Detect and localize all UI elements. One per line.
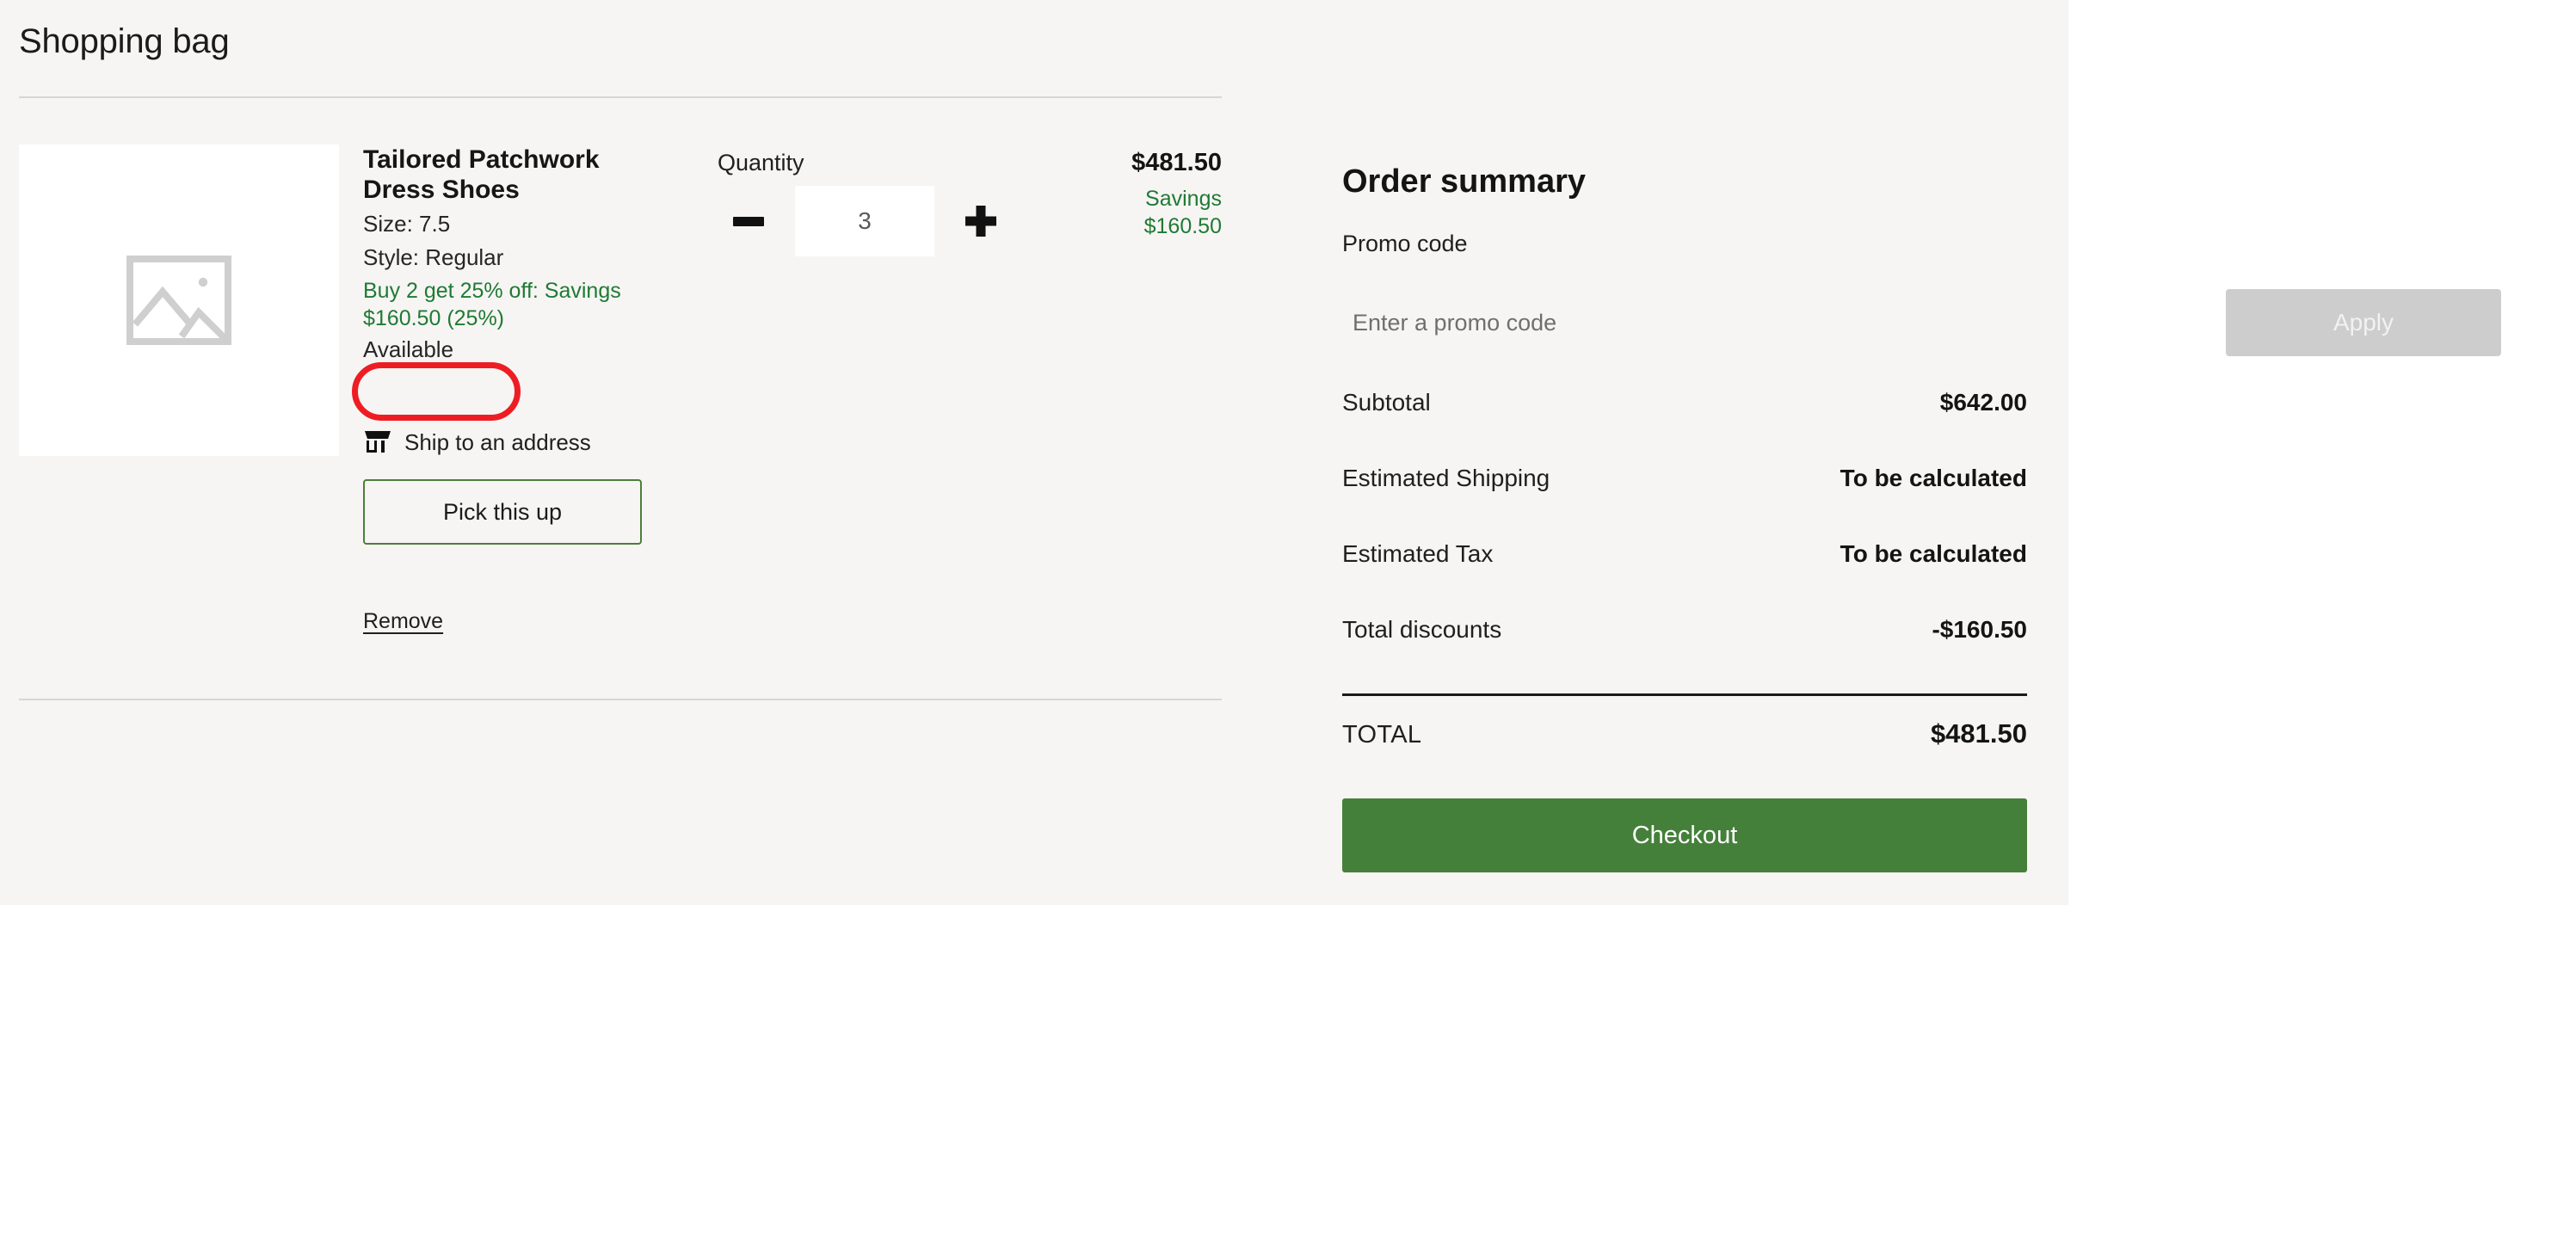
- summary-label: Total discounts: [1342, 616, 1502, 643]
- product-promotion: Buy 2 get 25% off: Savings $160.50 (25%): [363, 278, 621, 331]
- summary-row-tax: Estimated Tax To be calculated: [1342, 540, 2027, 616]
- apply-promo-button[interactable]: Apply: [2226, 289, 2501, 356]
- quantity-decrement-button[interactable]: [718, 190, 780, 252]
- remove-item-link[interactable]: Remove: [363, 609, 444, 633]
- line-savings-amount: $160.50: [1143, 213, 1222, 238]
- promo-code-input[interactable]: [1342, 289, 1738, 356]
- quantity-input[interactable]: [795, 186, 934, 256]
- image-placeholder-icon: [126, 256, 231, 345]
- item-divider: [19, 699, 1222, 700]
- pick-this-up-button[interactable]: Pick this up: [363, 479, 642, 545]
- line-total-price: $481.50: [1131, 149, 1222, 176]
- product-image[interactable]: [19, 145, 339, 456]
- annotation-highlight-available: [352, 362, 521, 421]
- summary-value: -$160.50: [1932, 616, 2027, 643]
- page-title: Shopping bag: [19, 22, 230, 60]
- quantity-label: Quantity: [718, 150, 804, 176]
- product-size: Size: 7.5: [363, 210, 451, 237]
- line-savings-label: Savings: [1145, 186, 1222, 211]
- order-summary-title: Order summary: [1342, 163, 1587, 200]
- shopping-bag-section: Shopping bag Tailored Patchwork Dress Sh…: [0, 0, 1239, 905]
- header-divider: [19, 96, 1222, 98]
- summary-label: Estimated Tax: [1342, 540, 1494, 567]
- plus-icon: [965, 206, 996, 237]
- promo-code-heading: Promo code: [1342, 231, 1468, 256]
- summary-rows: Subtotal $642.00 Estimated Shipping To b…: [1342, 389, 2027, 792]
- quantity-stepper: [718, 186, 1012, 256]
- summary-value: $642.00: [1939, 389, 2027, 416]
- summary-row-shipping: Estimated Shipping To be calculated: [1342, 465, 2027, 540]
- summary-row-discounts: Total discounts -$160.50: [1342, 616, 2027, 692]
- line-price-block: $481.50 Savings $160.50: [946, 148, 1222, 240]
- summary-value: To be calculated: [1840, 540, 2027, 567]
- total-label: TOTAL: [1342, 721, 1422, 749]
- fulfillment-label: Ship to an address: [404, 428, 591, 455]
- checkout-button[interactable]: Checkout: [1342, 798, 2027, 872]
- availability-status: Available: [363, 336, 454, 362]
- summary-value: To be calculated: [1840, 465, 2027, 491]
- product-title[interactable]: Tailored Patchwork Dress Shoes: [363, 145, 600, 205]
- summary-row-total: TOTAL $481.50: [1342, 696, 2027, 792]
- page-surface: Shopping bag Tailored Patchwork Dress Sh…: [0, 0, 2501, 905]
- total-value: $481.50: [1930, 718, 2027, 749]
- summary-label: Estimated Shipping: [1342, 465, 1550, 491]
- total-divider: [1342, 693, 2027, 696]
- minus-icon: [733, 216, 764, 226]
- summary-label: Subtotal: [1342, 389, 1431, 416]
- quantity-increment-button[interactable]: [950, 190, 1012, 252]
- product-details: Tailored Patchwork Dress Shoes Size: 7.5…: [363, 145, 707, 363]
- summary-row-subtotal: Subtotal $642.00: [1342, 389, 2027, 465]
- product-style: Style: Regular: [363, 244, 504, 271]
- fulfillment-row[interactable]: Ship to an address: [363, 428, 591, 456]
- storefront-icon: [365, 431, 391, 453]
